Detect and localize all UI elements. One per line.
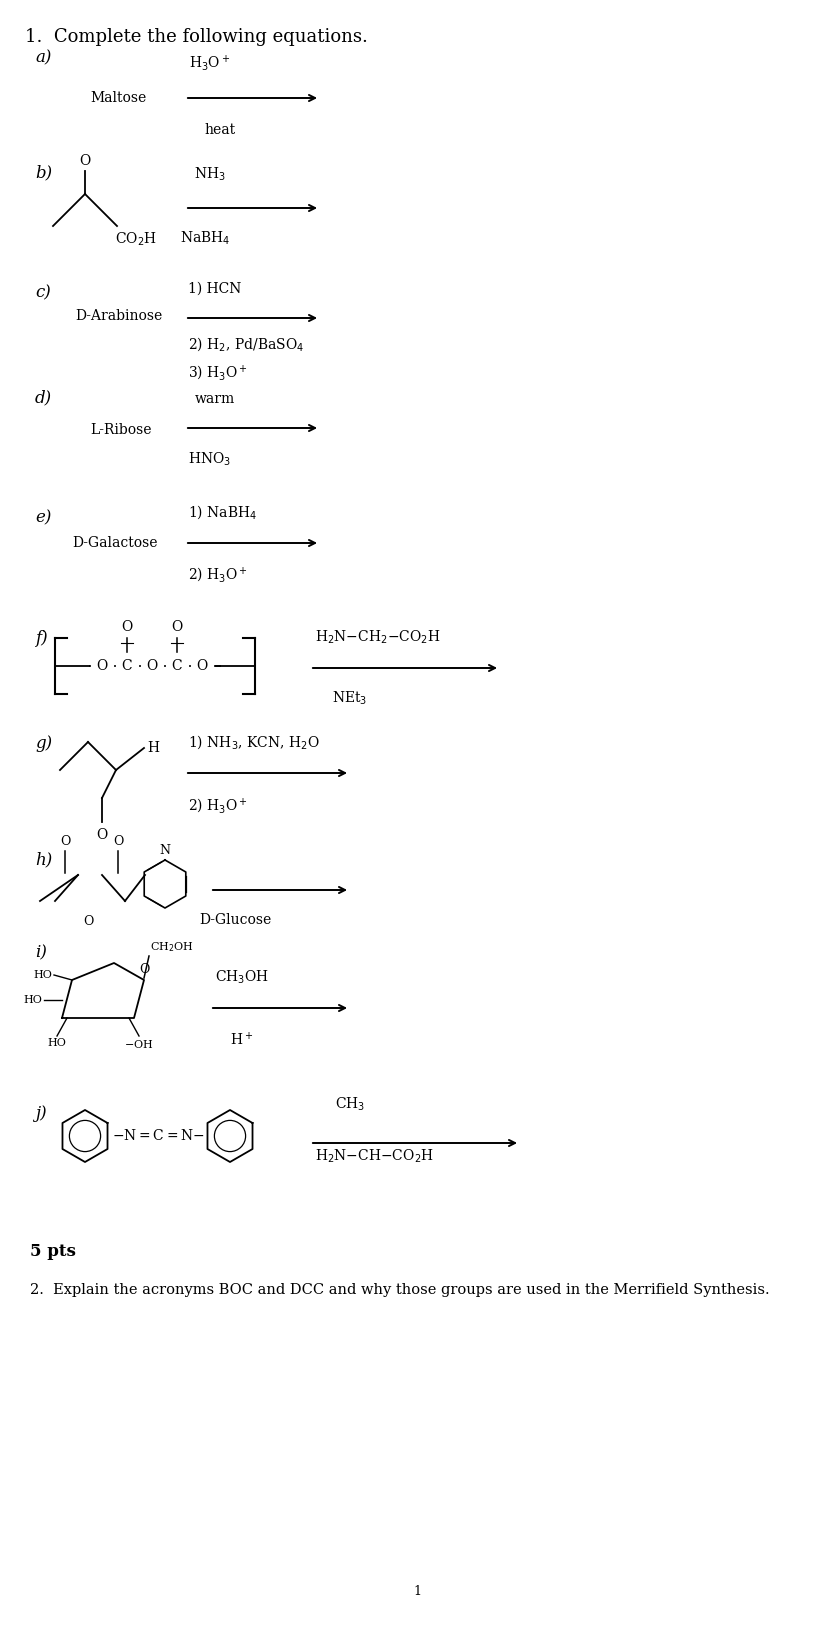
Text: b): b) [35, 164, 52, 181]
Text: $-$N$=$C$=$N$-$: $-$N$=$C$=$N$-$ [112, 1128, 205, 1143]
Text: O: O [121, 620, 133, 633]
Text: D-Galactose: D-Galactose [72, 536, 158, 550]
Text: j): j) [35, 1104, 47, 1122]
Text: 3) H$_3$O$^+$: 3) H$_3$O$^+$ [188, 363, 248, 383]
Text: NaBH$_4$: NaBH$_4$ [180, 230, 230, 247]
Text: NH$_3$: NH$_3$ [194, 166, 226, 182]
Text: e): e) [35, 510, 52, 526]
Text: H$_2$N$-$CH$_2$$-$CO$_2$H: H$_2$N$-$CH$_2$$-$CO$_2$H [315, 628, 441, 646]
Text: 1) HCN: 1) HCN [188, 282, 241, 296]
Text: 5 pts: 5 pts [30, 1244, 76, 1260]
Text: N: N [159, 843, 170, 856]
Text: O: O [60, 835, 70, 848]
Text: H$^+$: H$^+$ [230, 1031, 253, 1048]
Text: warm: warm [195, 392, 235, 405]
Text: HO: HO [33, 970, 52, 980]
Text: O: O [171, 620, 183, 633]
Text: $-$OH: $-$OH [124, 1039, 154, 1050]
Text: D-Arabinose: D-Arabinose [75, 309, 162, 322]
Text: O: O [79, 155, 91, 168]
Text: O: O [139, 964, 149, 977]
Text: 2) H$_3$O$^+$: 2) H$_3$O$^+$ [188, 565, 248, 584]
Text: L-Ribose: L-Ribose [90, 423, 151, 436]
Text: O: O [96, 829, 108, 842]
Text: 2) H$_2$, Pd/BaSO$_4$: 2) H$_2$, Pd/BaSO$_4$ [188, 335, 304, 353]
Text: HO: HO [48, 1039, 67, 1048]
Text: 2.  Explain the acronyms BOC and DCC and why those groups are used in the Merrif: 2. Explain the acronyms BOC and DCC and … [30, 1283, 770, 1298]
Text: NEt$_3$: NEt$_3$ [332, 690, 367, 708]
Text: h): h) [35, 851, 53, 868]
Text: O: O [113, 835, 124, 848]
Text: O: O [83, 915, 94, 928]
Text: HNO$_3$: HNO$_3$ [189, 451, 231, 469]
Text: Maltose: Maltose [90, 91, 146, 104]
Text: H: H [147, 741, 159, 755]
Text: i): i) [35, 944, 47, 962]
Text: CH$_3$: CH$_3$ [335, 1096, 365, 1114]
Text: CH$_2$OH: CH$_2$OH [150, 941, 194, 954]
Text: O: O [96, 659, 108, 672]
Text: 1: 1 [413, 1586, 422, 1599]
Text: O: O [146, 659, 158, 672]
Text: H$_3$O$^+$: H$_3$O$^+$ [190, 54, 230, 73]
Text: 1) NH$_3$, KCN, H$_2$O: 1) NH$_3$, KCN, H$_2$O [188, 733, 320, 751]
Text: CH$_3$OH: CH$_3$OH [215, 969, 269, 987]
Text: g): g) [35, 734, 52, 752]
Text: 1.  Complete the following equations.: 1. Complete the following equations. [25, 28, 368, 46]
Text: f): f) [35, 630, 48, 646]
Text: 1) NaBH$_4$: 1) NaBH$_4$ [188, 503, 257, 521]
Text: heat: heat [205, 124, 235, 137]
Text: O: O [196, 659, 208, 672]
Text: H$_2$N$-$CH$-$CO$_2$H: H$_2$N$-$CH$-$CO$_2$H [315, 1148, 434, 1166]
Text: D-Glucose: D-Glucose [199, 913, 271, 926]
Text: c): c) [35, 285, 51, 301]
Text: d): d) [35, 389, 52, 407]
Text: CO$_2$H: CO$_2$H [115, 231, 157, 249]
Text: a): a) [35, 49, 52, 67]
Text: 2) H$_3$O$^+$: 2) H$_3$O$^+$ [188, 796, 248, 816]
Text: C: C [122, 659, 132, 672]
Text: C: C [172, 659, 182, 672]
Text: HO: HO [23, 995, 42, 1004]
